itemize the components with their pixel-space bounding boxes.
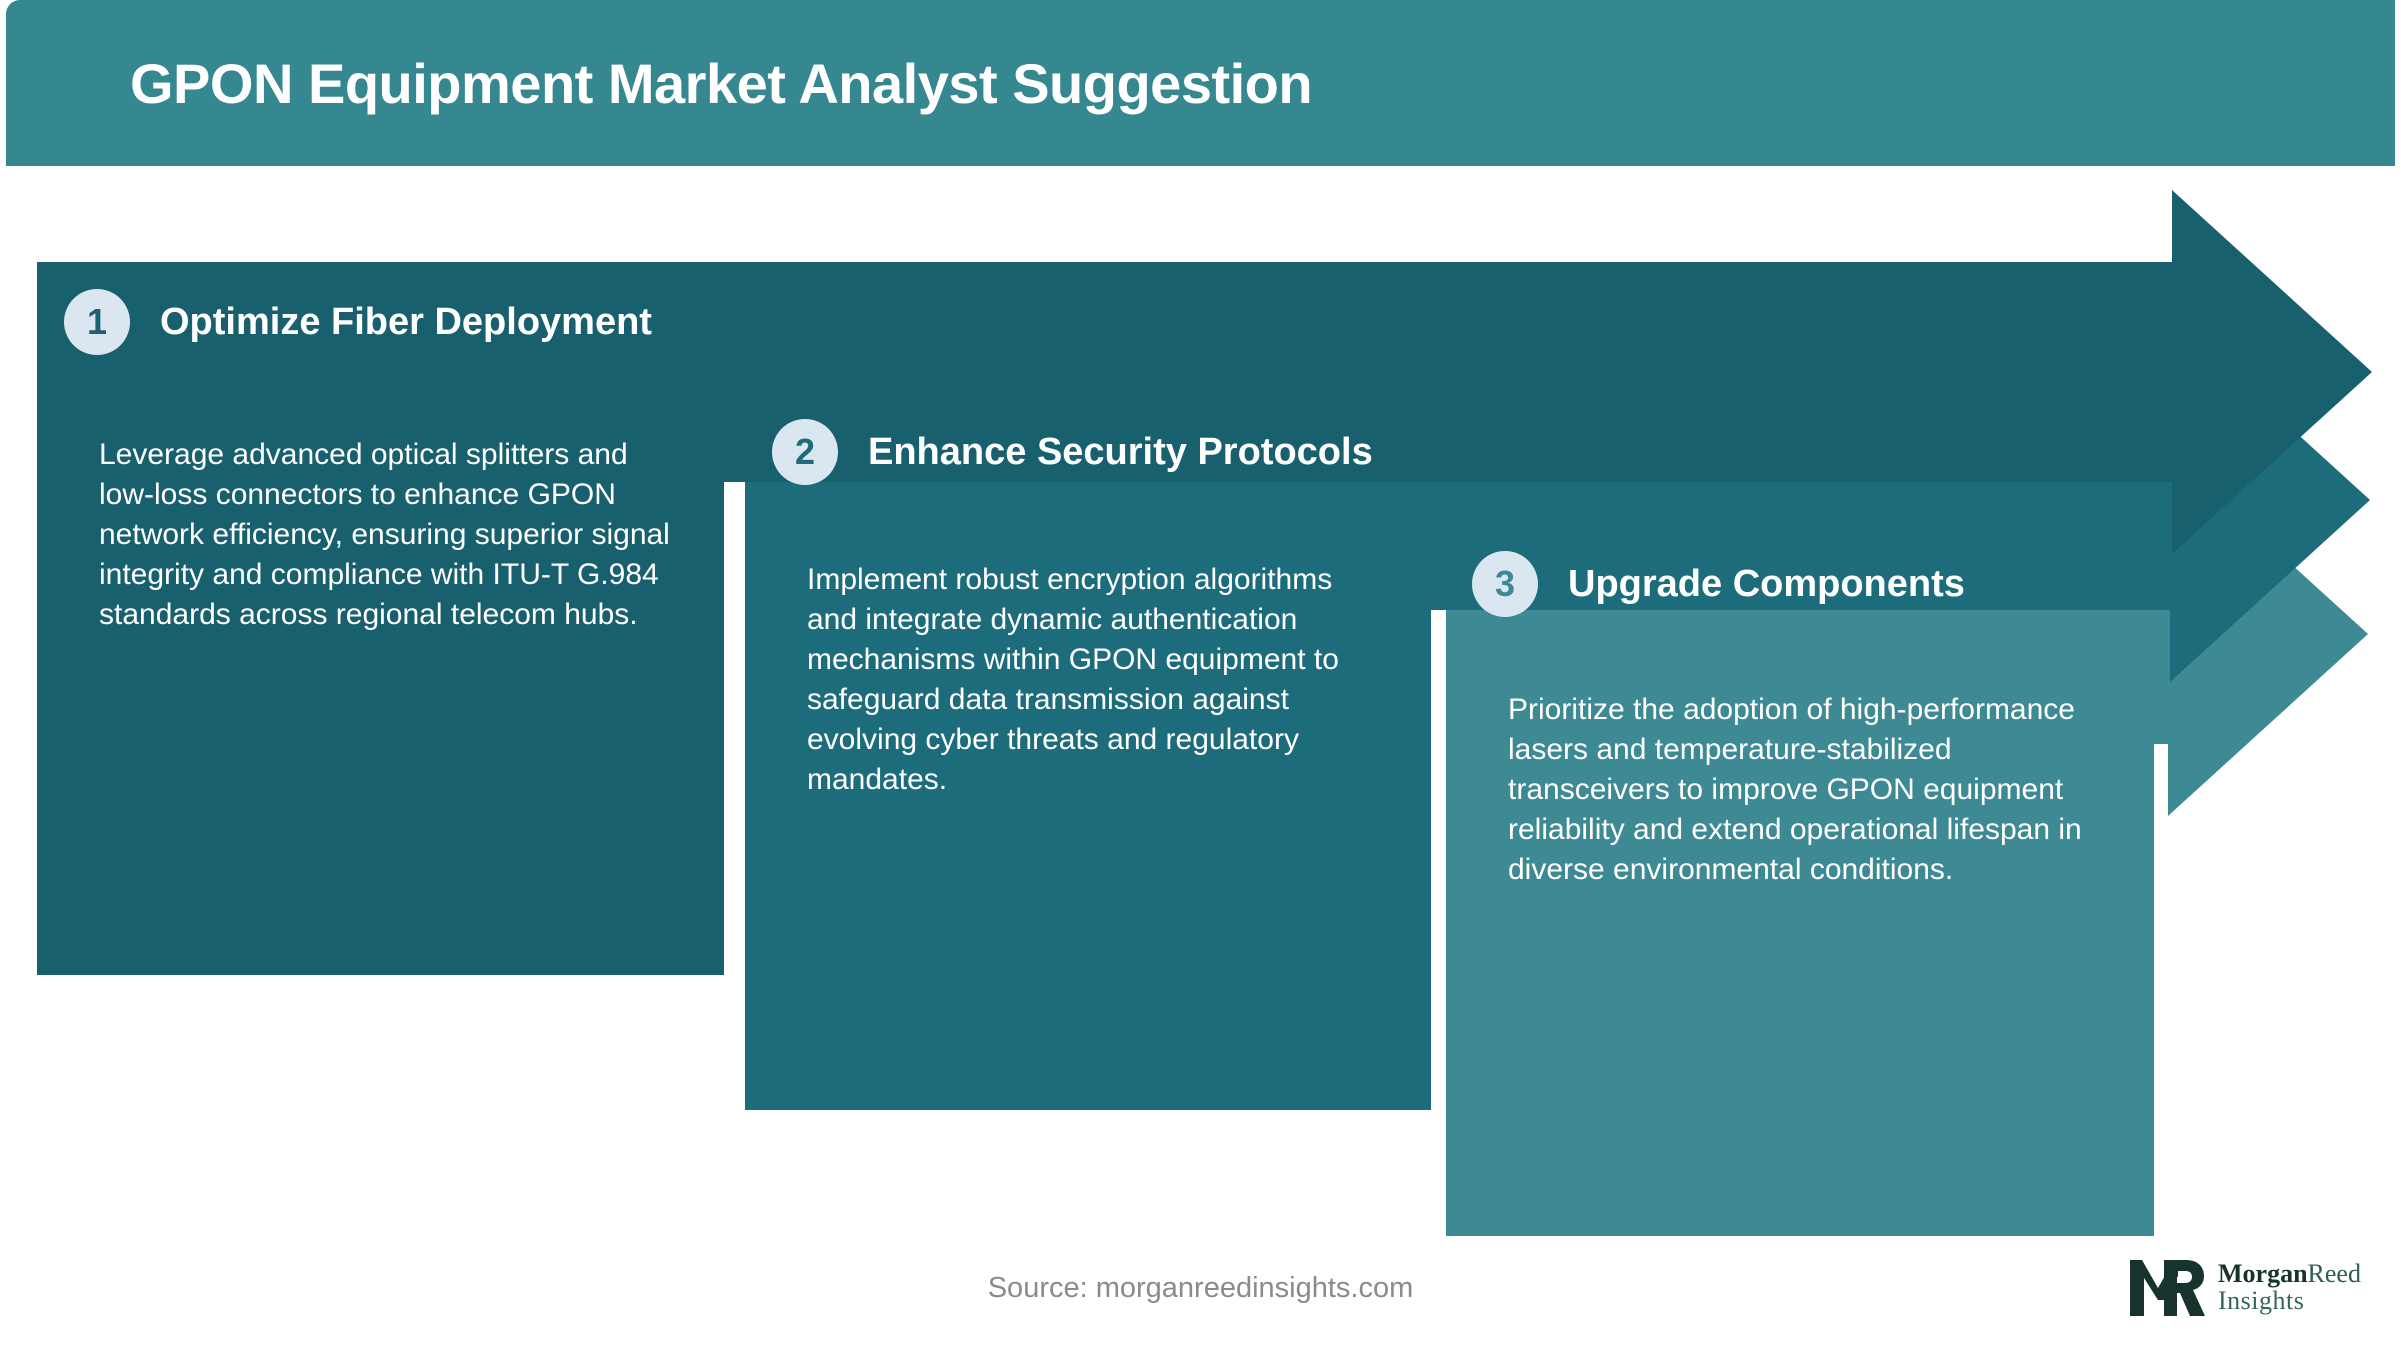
step-description-1: Leverage advanced optical splitters and … [37, 395, 724, 975]
mr-monogram-icon [2130, 1260, 2205, 1316]
header-band: GPON Equipment Market Analyst Suggestion [6, 0, 2395, 166]
step-description-3: Prioritize the adoption of high-performa… [1446, 650, 2154, 1236]
logo-name-line: MorganReed [2218, 1261, 2361, 1288]
brand-logo: MorganReed Insights [2128, 1258, 2361, 1318]
step-description-text-1: Leverage advanced optical splitters and … [99, 438, 670, 631]
step-number-badge-1: 1 [64, 289, 130, 355]
step-number-badge-2: 2 [772, 419, 838, 485]
step-title-1: Optimize Fiber Deployment [160, 300, 652, 343]
page-title: GPON Equipment Market Analyst Suggestion [130, 51, 1313, 115]
step-header-1: 1 Optimize Fiber Deployment [64, 272, 652, 372]
step-description-text-3: Prioritize the adoption of high-performa… [1508, 693, 2082, 886]
step-description-text-2: Implement robust encryption algorithms a… [807, 563, 1339, 796]
source-note: Source: morganreedinsights.com [987, 1272, 1414, 1304]
step-description-2: Implement robust encryption algorithms a… [745, 520, 1431, 1110]
step-title-2: Enhance Security Protocols [868, 430, 1373, 473]
logo-wordmark: MorganReed Insights [2218, 1261, 2361, 1314]
logo-name-light: Reed [2307, 1259, 2361, 1289]
step-number-badge-3: 3 [1472, 551, 1538, 617]
logo-tagline: Insights [2218, 1286, 2305, 1315]
step-title-3: Upgrade Components [1568, 562, 1965, 605]
logo-name-bold: Morgan [2218, 1259, 2308, 1289]
step-header-3: 3 Upgrade Components [1472, 534, 1965, 634]
step-header-2: 2 Enhance Security Protocols [772, 402, 1373, 502]
